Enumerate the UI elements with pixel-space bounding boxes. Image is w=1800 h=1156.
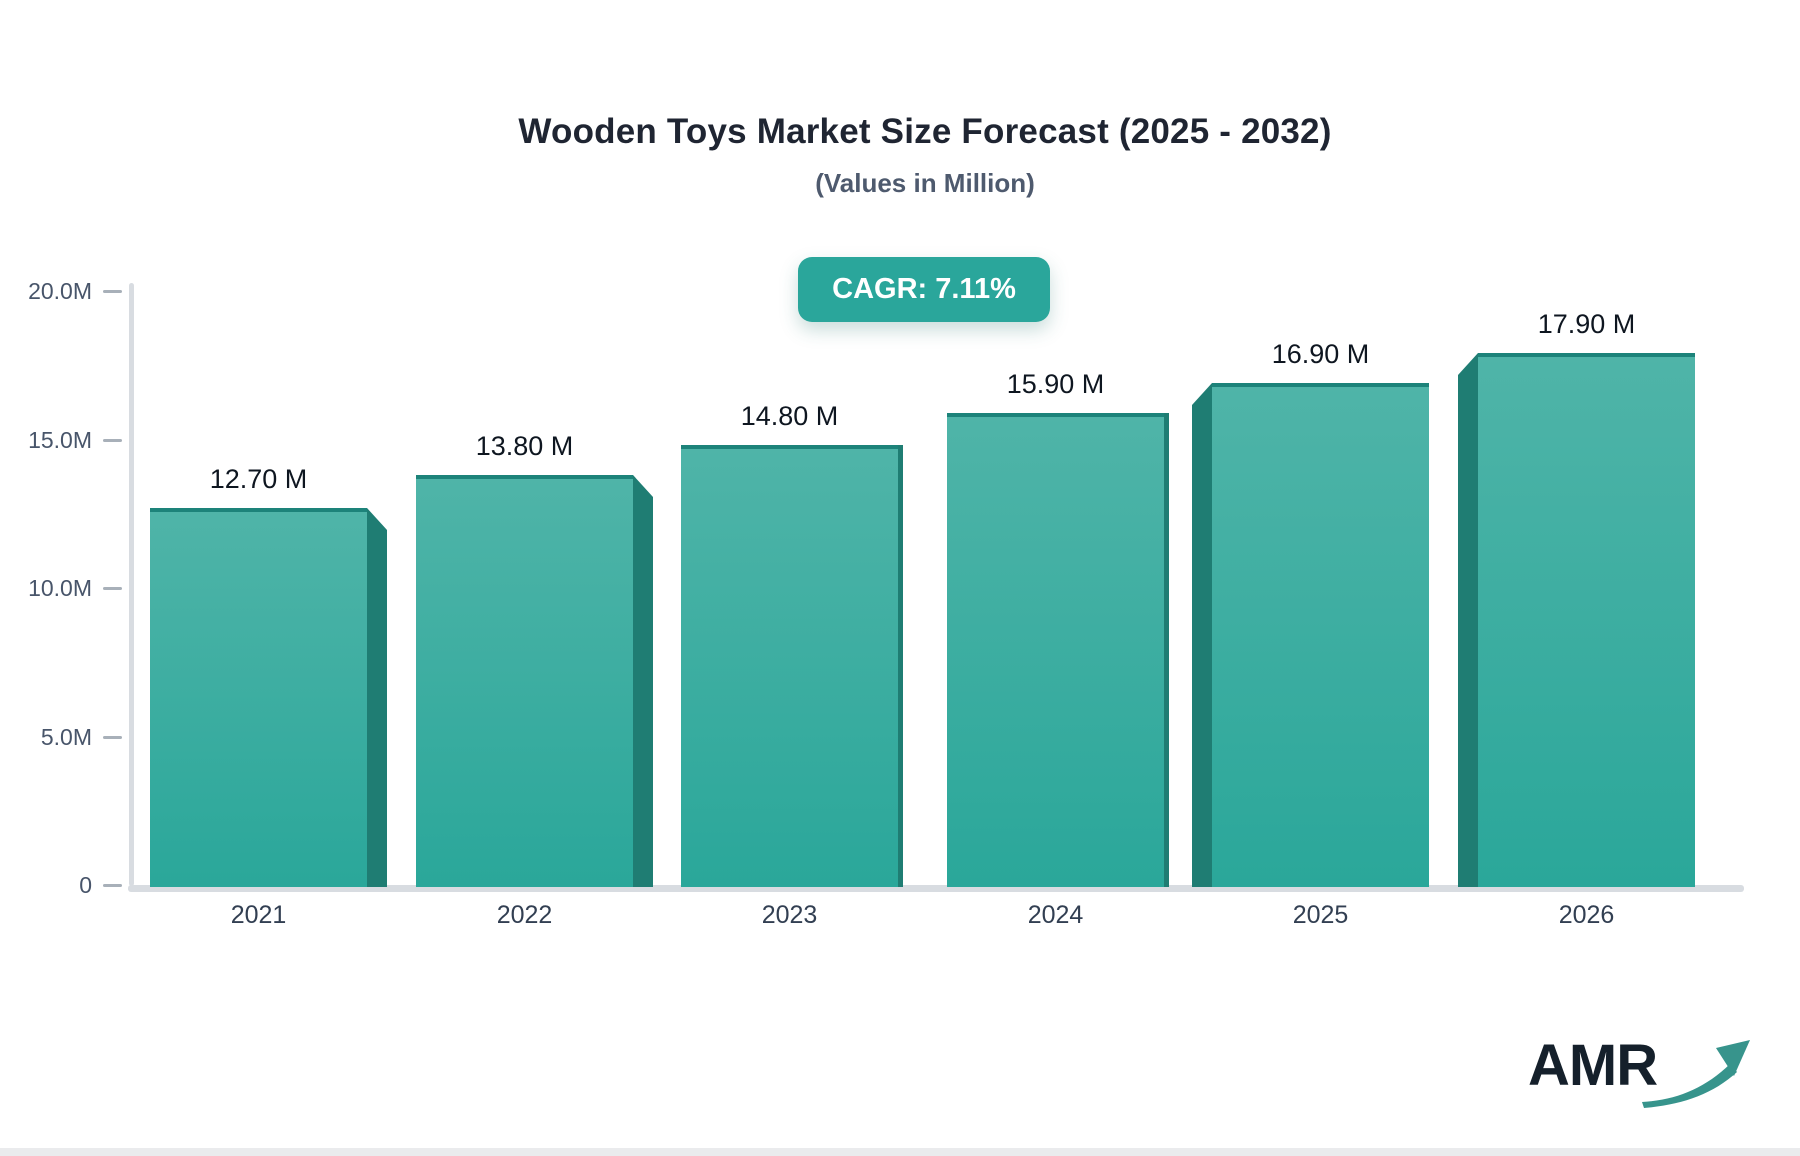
y-tick-mark xyxy=(103,439,122,442)
y-tick-mark xyxy=(103,290,122,293)
bar-side-2024 xyxy=(1164,413,1169,887)
bar-2024[interactable] xyxy=(947,413,1164,887)
bar-value-label: 15.90 M xyxy=(1006,369,1105,399)
y-tick-mark xyxy=(103,736,122,739)
x-axis-label-2026: 2026 xyxy=(1558,901,1615,929)
x-axis-label-2024: 2024 xyxy=(1027,901,1084,929)
y-tick-mark xyxy=(103,587,122,590)
bar-2026[interactable] xyxy=(1478,353,1695,887)
bar-side-2021 xyxy=(367,508,387,887)
bar-value-label: 12.70 M xyxy=(209,464,308,494)
amr-logo: AMR xyxy=(1528,1032,1758,1112)
x-axis-label-2023: 2023 xyxy=(761,901,818,929)
chart-title: Wooden Toys Market Size Forecast (2025 -… xyxy=(518,112,1332,151)
x-axis-label-2022: 2022 xyxy=(496,901,553,929)
y-tick-label: 0 xyxy=(79,872,92,898)
bar-2023[interactable] xyxy=(681,445,898,887)
bar-value-label: 17.90 M xyxy=(1537,309,1636,339)
bar-2025[interactable] xyxy=(1212,383,1429,887)
bar-side-2022 xyxy=(633,475,653,887)
y-tick-mark xyxy=(103,884,122,887)
cagr-badge: CAGR: 7.11% xyxy=(798,257,1050,322)
bar-side-2026 xyxy=(1458,353,1478,887)
y-tick-label: 10.0M xyxy=(28,575,92,601)
bar-2022[interactable] xyxy=(416,475,633,887)
bar-side-2025 xyxy=(1192,383,1212,887)
y-tick-label: 15.0M xyxy=(28,427,92,453)
y-tick-label: 5.0M xyxy=(40,724,92,750)
y-tick-label: 20.0M xyxy=(28,278,92,304)
growth-arrow-icon xyxy=(1642,1040,1750,1108)
y-axis-line xyxy=(129,283,134,886)
bar-value-label: 13.80 M xyxy=(475,431,574,461)
chart-subtitle: (Values in Million) xyxy=(815,168,1035,198)
bar-value-label: 14.80 M xyxy=(740,401,839,431)
x-axis-label-2021: 2021 xyxy=(230,901,287,929)
x-axis-label-2025: 2025 xyxy=(1292,901,1349,929)
bar-side-2023 xyxy=(898,445,903,887)
card-bottom-edge xyxy=(0,1148,1800,1156)
x-axis-line xyxy=(128,885,1744,892)
bar-value-label: 16.90 M xyxy=(1271,339,1370,369)
amr-logo-text: AMR xyxy=(1528,1033,1658,1098)
bar-2021[interactable] xyxy=(150,508,367,887)
